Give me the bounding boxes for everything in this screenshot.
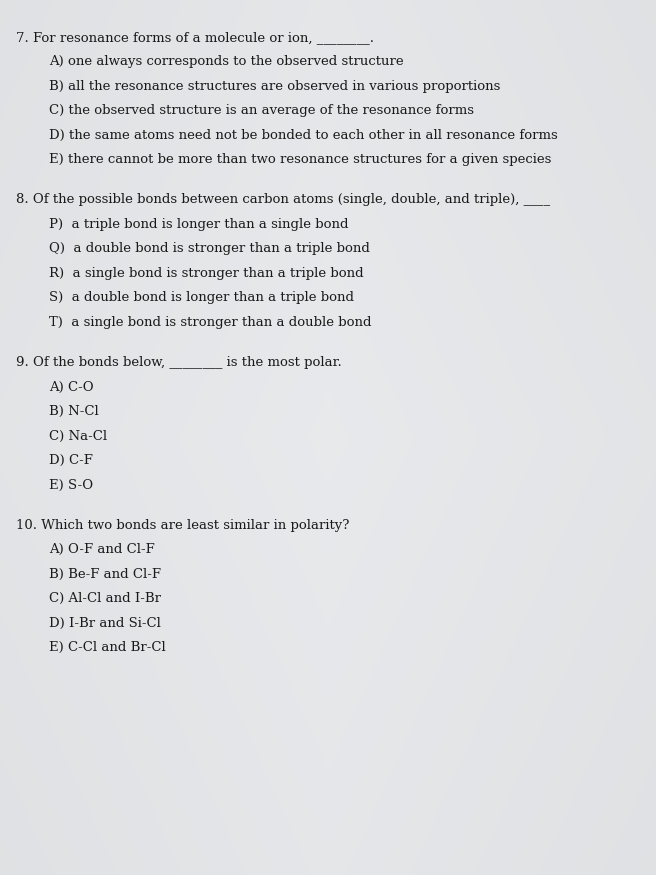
Text: A) C-O: A) C-O — [49, 381, 94, 394]
Text: B) N-Cl: B) N-Cl — [49, 405, 99, 418]
Text: P)  a triple bond is longer than a single bond: P) a triple bond is longer than a single… — [49, 218, 349, 231]
Text: Q)  a double bond is stronger than a triple bond: Q) a double bond is stronger than a trip… — [49, 242, 370, 256]
Text: A) one always corresponds to the observed structure: A) one always corresponds to the observe… — [49, 55, 404, 68]
Text: B) all the resonance structures are observed in various proportions: B) all the resonance structures are obse… — [49, 80, 501, 93]
Text: C) the observed structure is an average of the resonance forms: C) the observed structure is an average … — [49, 104, 474, 117]
Text: C) Al-Cl and I-Br: C) Al-Cl and I-Br — [49, 592, 161, 605]
Text: S)  a double bond is longer than a triple bond: S) a double bond is longer than a triple… — [49, 291, 354, 304]
Text: 7. For resonance forms of a molecule or ion, ________.: 7. For resonance forms of a molecule or … — [16, 31, 375, 44]
Text: E) there cannot be more than two resonance structures for a given species: E) there cannot be more than two resonan… — [49, 153, 552, 166]
Text: R)  a single bond is stronger than a triple bond: R) a single bond is stronger than a trip… — [49, 267, 364, 280]
Text: 8. Of the possible bonds between carbon atoms (single, double, and triple), ____: 8. Of the possible bonds between carbon … — [16, 193, 550, 206]
Text: B) Be-F and Cl-F: B) Be-F and Cl-F — [49, 568, 161, 581]
Text: E) C-Cl and Br-Cl: E) C-Cl and Br-Cl — [49, 641, 166, 654]
Text: E) S-O: E) S-O — [49, 479, 93, 492]
Text: T)  a single bond is stronger than a double bond: T) a single bond is stronger than a doub… — [49, 316, 372, 329]
Text: D) I-Br and Si-Cl: D) I-Br and Si-Cl — [49, 617, 161, 630]
Text: A) O-F and Cl-F: A) O-F and Cl-F — [49, 543, 155, 556]
Text: C) Na-Cl: C) Na-Cl — [49, 430, 108, 443]
Text: 10. Which two bonds are least similar in polarity?: 10. Which two bonds are least similar in… — [16, 519, 350, 532]
Text: 9. Of the bonds below, ________ is the most polar.: 9. Of the bonds below, ________ is the m… — [16, 356, 342, 369]
Text: D) the same atoms need not be bonded to each other in all resonance forms: D) the same atoms need not be bonded to … — [49, 129, 558, 142]
Text: D) C-F: D) C-F — [49, 454, 93, 467]
